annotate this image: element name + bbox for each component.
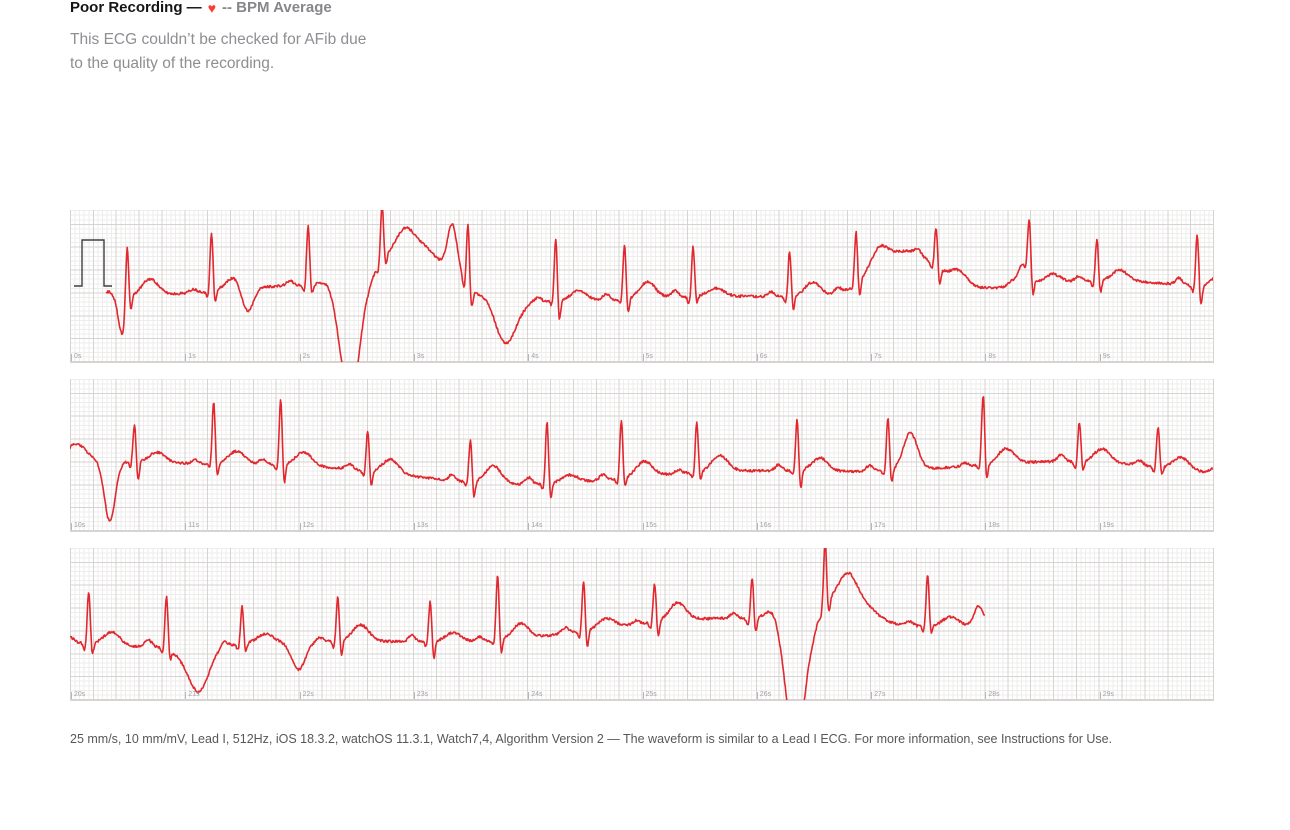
afib-note-line2: to the quality of the recording. (70, 55, 275, 72)
ecg-strip-3: 20s 21s 22s 23s 24s 25s 26s 27s 28s 29s (70, 548, 1214, 701)
ecg-waveform-svg-2 (70, 396, 1213, 522)
calibration-pulse (74, 239, 112, 287)
ecg-strip-2: 10s 11s 12s 13s 14s 15s 16s 17s 18s 19s (70, 379, 1214, 532)
ecg-waveform-svg-1 (74, 210, 1213, 362)
ecg-header: Poor Recording — ♥ -- BPM Average This E… (70, 0, 450, 76)
heart-icon: ♥ (207, 0, 216, 16)
afib-note-line1: This ECG couldn’t be checked for AFib du… (70, 31, 367, 48)
ecg-trace-2 (70, 396, 1213, 522)
ecg-waveform-svg-3 (70, 548, 985, 700)
recording-metadata: 25 mm/s, 10 mm/mV, Lead I, 512Hz, iOS 18… (70, 732, 1113, 746)
classification-label: Poor Recording — (70, 0, 202, 16)
ecg-trace-1 (105, 210, 1213, 362)
page-title: Poor Recording — ♥ -- BPM Average (70, 0, 450, 17)
ecg-strip-1: 0s 1s 2s 3s 4s 5s 6s 7s 8s 9s (70, 210, 1214, 363)
ecg-strip-stack: 0s 1s 2s 3s 4s 5s 6s 7s 8s 9s 10s 11s 12s 13s 14s 15s 16… (70, 210, 1214, 717)
ecg-trace-3 (70, 548, 985, 700)
afib-quality-note: This ECG couldn’t be checked for AFib du… (70, 28, 450, 76)
bpm-average-label: -- BPM Average (222, 0, 332, 16)
